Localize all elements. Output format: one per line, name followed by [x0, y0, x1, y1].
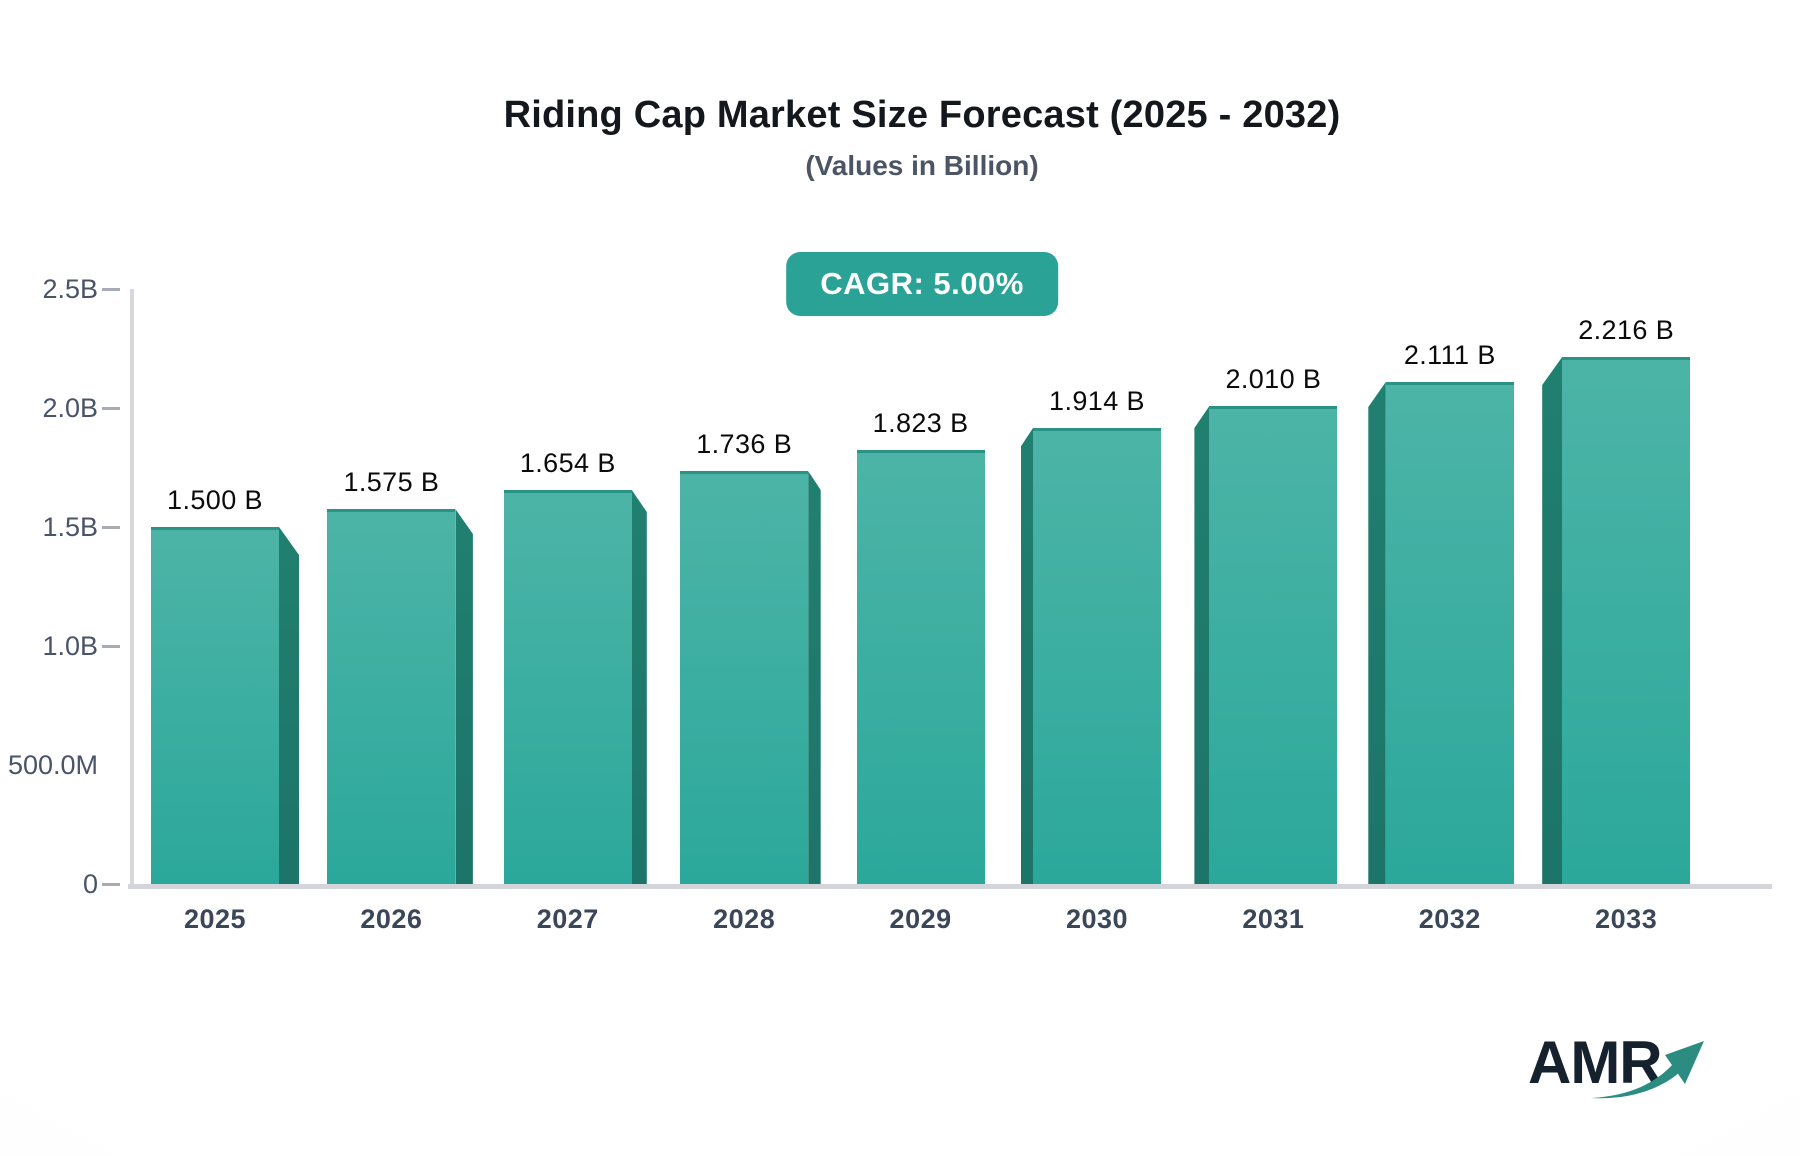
bar-value-label: 1.914 B — [1049, 386, 1145, 416]
x-axis-label-2027: 2027 — [536, 904, 599, 934]
bar-2025[interactable] — [151, 527, 279, 884]
y-axis-label: 2.5B — [42, 274, 98, 304]
y-axis-tick — [102, 407, 120, 410]
amr-logo: AMR — [1528, 1029, 1663, 1096]
x-axis-label-2026: 2026 — [360, 904, 423, 934]
bar-2030[interactable] — [1033, 428, 1161, 884]
y-axis-label: 0 — [82, 869, 98, 899]
bar-value-label: 1.823 B — [872, 408, 969, 438]
bar-2028[interactable] — [680, 471, 809, 884]
bar-value-label: 2.216 B — [1578, 315, 1675, 345]
chart-subtitle: (Values in Billion) — [805, 150, 1039, 181]
y-axis-line — [130, 289, 134, 887]
cagr-badge: CAGR: 5.00% — [786, 252, 1058, 316]
y-axis-label: 2.0B — [42, 393, 98, 423]
chart-title: Riding Cap Market Size Forecast (2025 - … — [503, 94, 1341, 136]
y-axis-tick — [102, 526, 120, 529]
x-axis-line — [128, 884, 1772, 889]
y-axis-label: 1.5B — [42, 512, 98, 542]
x-axis-label-2030: 2030 — [1065, 904, 1129, 934]
bar-side-panel — [1368, 382, 1386, 884]
bar-side-panel — [808, 471, 821, 884]
bar-2033[interactable] — [1562, 357, 1691, 884]
bar-value-label: 1.500 B — [167, 485, 263, 515]
bar-2029[interactable] — [856, 450, 985, 884]
bar-side-panel — [631, 490, 647, 884]
x-axis-label-2028: 2028 — [713, 904, 776, 934]
bar-side-panel — [1020, 428, 1033, 884]
y-axis-label: 1.0B — [42, 631, 98, 661]
bar-value-label: 1.736 B — [696, 429, 793, 459]
x-axis-label-2031: 2031 — [1242, 904, 1305, 934]
y-axis-label: 500.0M — [7, 750, 98, 780]
bar-value-label: 1.654 B — [519, 448, 616, 478]
x-axis-label-2029: 2029 — [889, 904, 952, 934]
bar-2032[interactable] — [1385, 382, 1514, 884]
y-axis-tick — [102, 645, 120, 648]
growth-arrow-icon — [1591, 1041, 1704, 1099]
y-axis-tick — [102, 288, 120, 291]
bar-side-panel — [1542, 357, 1563, 884]
bar-side-panel — [279, 527, 299, 884]
bar-2026[interactable] — [327, 509, 456, 884]
bar-2031[interactable] — [1209, 406, 1338, 884]
x-axis-label-2033: 2033 — [1595, 904, 1658, 934]
x-axis-label-2032: 2032 — [1418, 904, 1481, 934]
bar-side-panel — [1194, 406, 1210, 884]
bar-value-label: 2.010 B — [1225, 364, 1322, 394]
bar-2027[interactable] — [503, 490, 632, 884]
bar-side-panel — [455, 509, 473, 884]
bar-value-label: 2.111 B — [1403, 340, 1496, 370]
bar-value-label: 1.575 B — [343, 467, 440, 497]
y-axis-tick — [102, 883, 120, 886]
x-axis-label-2025: 2025 — [183, 904, 247, 934]
